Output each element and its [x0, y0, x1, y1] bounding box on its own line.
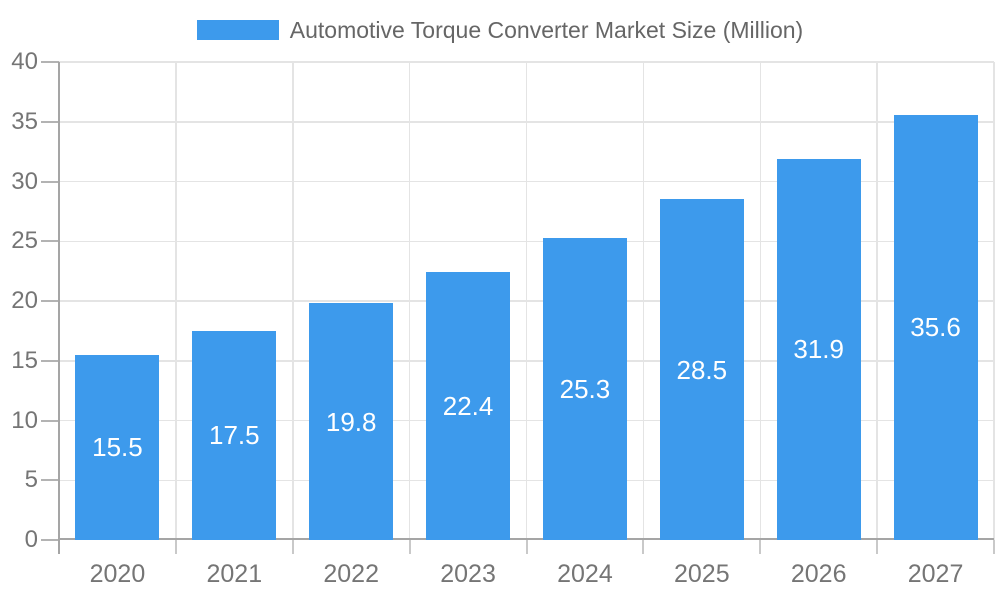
legend-label: Automotive Torque Converter Market Size … — [289, 16, 804, 43]
x-axis-label-2020: 2020 — [89, 560, 146, 588]
x-tick-mark — [993, 540, 995, 554]
y-axis-line — [58, 62, 60, 554]
x-tick-mark — [876, 540, 879, 554]
legend-swatch-icon — [196, 20, 279, 40]
bar-value-label: 19.8 — [325, 406, 377, 437]
x-axis-label-2027: 2027 — [907, 560, 964, 588]
bar-value-label: 35.6 — [910, 312, 961, 343]
bar-value-label: 31.9 — [793, 334, 844, 365]
y-axis-label-35: 35 — [11, 107, 38, 135]
y-axis-label-10: 10 — [11, 406, 38, 434]
bar-2020: 15.5 — [75, 354, 160, 540]
y-tick-mark — [41, 419, 59, 422]
y-axis-label-25: 25 — [11, 227, 38, 255]
y-tick-mark — [41, 120, 59, 123]
bar-2025: 28.5 — [659, 199, 744, 540]
y-tick-mark — [41, 240, 59, 243]
y-tick-mark — [41, 180, 59, 183]
y-tick-mark — [41, 359, 59, 362]
y-axis-label-0: 0 — [24, 526, 38, 553]
x-axis-line — [59, 538, 994, 540]
bar-2024: 25.3 — [542, 237, 627, 540]
y-axis-label-5: 5 — [24, 466, 38, 494]
x-axis-label-2025: 2025 — [674, 560, 730, 588]
bar-2023: 22.4 — [426, 272, 511, 540]
legend: Automotive Torque Converter Market Size … — [0, 14, 1000, 46]
bar-2026: 31.9 — [776, 158, 861, 540]
x-tick-mark — [291, 540, 294, 554]
x-axis-label-2021: 2021 — [206, 560, 263, 588]
y-tick-mark — [41, 300, 59, 302]
x-tick-mark — [759, 540, 762, 554]
x-tick-mark — [174, 540, 177, 554]
y-tick-mark — [41, 539, 59, 541]
v-gridline — [642, 62, 645, 540]
v-gridline — [993, 62, 995, 540]
y-axis-label-30: 30 — [11, 167, 38, 195]
bar-value-label: 17.5 — [209, 420, 260, 451]
v-gridline — [759, 62, 761, 540]
x-tick-mark — [642, 540, 645, 554]
y-tick-mark — [41, 61, 59, 63]
v-gridline — [292, 62, 294, 540]
x-axis-label-2023: 2023 — [440, 560, 496, 588]
x-axis-label-2022: 2022 — [323, 560, 379, 588]
bar-2022: 19.8 — [309, 303, 394, 540]
x-axis-label-2024: 2024 — [557, 560, 613, 588]
y-axis-label-15: 15 — [11, 346, 38, 374]
bar-2027: 35.6 — [893, 114, 978, 540]
x-tick-mark — [525, 540, 528, 554]
y-tick-mark — [41, 479, 59, 482]
bar-value-label: 22.4 — [442, 391, 494, 422]
v-gridline — [876, 62, 878, 540]
v-gridline — [408, 62, 411, 540]
y-axis-label-40: 40 — [11, 48, 38, 75]
y-axis-label-20: 20 — [11, 287, 38, 314]
bar-value-label: 15.5 — [92, 432, 143, 463]
x-tick-mark — [408, 540, 411, 554]
v-gridline — [175, 62, 177, 540]
bar-value-label: 25.3 — [559, 373, 611, 404]
legend-item[interactable]: Automotive Torque Converter Market Size … — [196, 16, 804, 44]
bar-value-label: 28.5 — [676, 354, 728, 385]
x-axis-label-2026: 2026 — [790, 560, 847, 588]
plot-area: 0 5 10 15 20 25 30 35 40 15.5 17.5 19.8 22.4 25.3 28.5… — [11, 49, 995, 587]
bar-2021: 17.5 — [192, 330, 277, 540]
v-gridline — [525, 62, 528, 540]
